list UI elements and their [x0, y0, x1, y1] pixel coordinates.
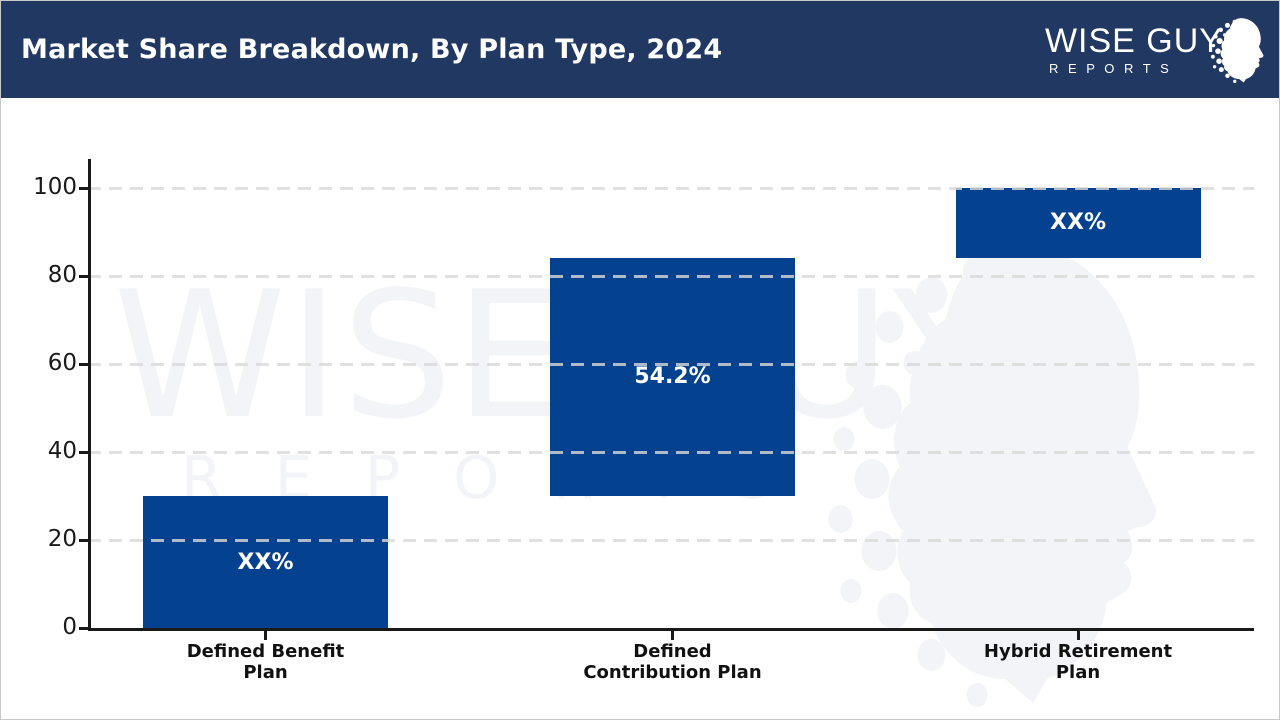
y-tick-mark-100	[79, 187, 88, 190]
gridline-80	[88, 275, 1254, 278]
y-tick-mark-40	[79, 451, 88, 454]
wise-guy-logo: WISE GUY R E P O R T S	[1045, 7, 1265, 92]
y-tick-mark-20	[79, 539, 88, 542]
y-tick-label-40: 40	[47, 438, 77, 464]
header-bar: Market Share Breakdown, By Plan Type, 20…	[1, 1, 1279, 98]
y-tick-mark-80	[79, 275, 88, 278]
gridline-60	[88, 363, 1254, 366]
bar-value-label: XX%	[237, 549, 294, 575]
bar-hybrid-retirement-plan: XX%	[955, 188, 1201, 258]
plot-area: 0 20 40 60 80 100 XX% Defined Benefit Plan 54.2% D…	[1, 98, 1279, 719]
watermark-head-icon	[828, 243, 1157, 707]
x-category-label-2: Hybrid Retirement Plan	[983, 641, 1173, 683]
y-axis-line	[88, 159, 91, 631]
gridline-40	[88, 451, 1254, 454]
logo-subtext: R E P O R T S	[1048, 61, 1172, 76]
wise-guy-head-icon	[1210, 17, 1264, 83]
gridline-20	[88, 539, 1254, 542]
bar-defined-benefit-plan: XX%	[143, 496, 388, 628]
y-tick-mark-60	[79, 363, 88, 366]
y-tick-label-100: 100	[33, 174, 77, 200]
x-category-label-1: Defined Contribution Plan	[583, 641, 762, 683]
y-tick-label-0: 0	[62, 614, 77, 640]
y-tick-mark-0	[79, 627, 88, 630]
gridline-100	[88, 187, 1254, 190]
y-tick-label-60: 60	[47, 350, 77, 376]
x-tick-mark-0	[264, 631, 267, 640]
y-tick-label-80: 80	[47, 262, 77, 288]
logo-text: WISE GUY R E P O R T S	[1045, 24, 1223, 75]
x-tick-mark-1	[671, 631, 674, 640]
logo-wordmark: WISE GUY	[1044, 22, 1223, 60]
bar-value-label: XX%	[1050, 210, 1106, 236]
x-tick-mark-2	[1076, 631, 1080, 640]
bar-defined-contribution-plan: 54.2%	[550, 257, 795, 496]
x-axis-line	[88, 628, 1254, 631]
y-tick-label-20: 20	[47, 526, 77, 552]
x-category-label-0: Defined Benefit Plan	[186, 641, 345, 683]
bar-value-label: 54.2%	[634, 364, 711, 390]
page-title: Market Share Breakdown, By Plan Type, 20…	[21, 34, 723, 65]
